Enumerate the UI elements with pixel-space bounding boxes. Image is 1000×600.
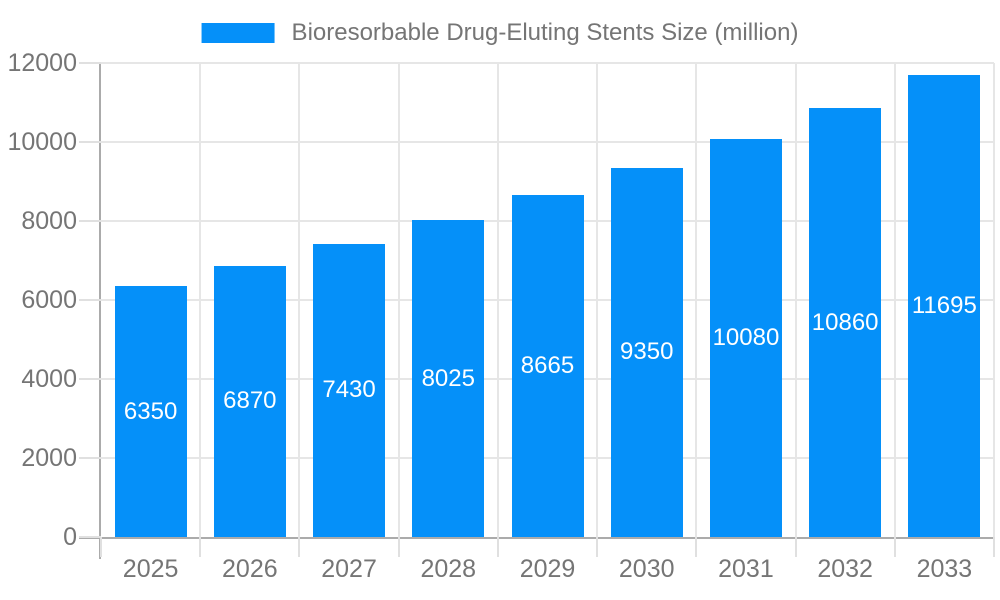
y-tick <box>79 62 101 64</box>
y-axis-label: 8000 <box>21 207 77 235</box>
x-tick <box>993 537 995 557</box>
y-axis-label: 2000 <box>21 444 77 472</box>
bar-value-label: 6870 <box>223 387 277 415</box>
y-axis-label: 10000 <box>7 128 77 156</box>
x-axis-line <box>79 537 994 539</box>
bar-2033[interactable]: 11695 <box>908 75 981 537</box>
x-axis-label: 2028 <box>420 555 477 583</box>
bar-value-label: 6350 <box>123 397 178 425</box>
x-axis-label: 2030 <box>618 555 675 583</box>
bar-2025[interactable]: 6350 <box>114 286 187 537</box>
bar-2026[interactable]: 6870 <box>213 265 286 537</box>
bar-2028[interactable]: 8025 <box>412 220 485 537</box>
y-axis-label: 4000 <box>21 365 77 393</box>
bar-2027[interactable]: 7430 <box>313 243 386 537</box>
y-tick <box>79 378 101 380</box>
x-tick <box>596 537 599 557</box>
bar-value-label: 10860 <box>811 308 879 336</box>
y-tick <box>79 536 101 538</box>
legend-swatch <box>201 23 275 43</box>
x-tick <box>496 537 499 557</box>
bar-value-label: 8025 <box>421 364 475 392</box>
y-tick <box>79 141 101 143</box>
bar-2030[interactable]: 9350 <box>610 167 683 537</box>
bar-value-label: 11695 <box>911 292 977 320</box>
bar-value-label: 8665 <box>520 351 575 379</box>
gridline-vertical <box>695 63 698 537</box>
bar-value-label: 7430 <box>322 376 376 404</box>
x-axis-label: 2026 <box>222 555 278 583</box>
gridline-vertical <box>496 63 499 537</box>
x-axis-label: 2029 <box>519 555 576 583</box>
gridline-horizontal <box>101 62 994 64</box>
y-axis-label: 6000 <box>21 286 77 314</box>
y-axis-line <box>99 63 101 559</box>
x-tick <box>100 537 102 557</box>
y-tick <box>79 299 101 301</box>
bar-value-label: 10080 <box>712 323 780 351</box>
y-tick <box>79 457 101 459</box>
gridline-vertical <box>893 63 896 537</box>
x-tick <box>199 537 202 557</box>
x-axis-label: 2033 <box>916 555 973 583</box>
y-axis-label: 0 <box>63 523 77 551</box>
y-axis-label: 12000 <box>7 49 77 77</box>
x-axis-label: 2031 <box>718 555 774 583</box>
bar-2032[interactable]: 10860 <box>809 108 882 537</box>
y-tick <box>79 220 101 222</box>
gridline-vertical <box>298 63 301 537</box>
bar-value-label: 9350 <box>620 338 674 366</box>
chart-legend[interactable]: Bioresorbable Drug-Eluting Stents Size (… <box>201 19 799 47</box>
x-axis-label: 2027 <box>321 555 377 583</box>
bar-2031[interactable]: 10080 <box>709 138 782 537</box>
gridline-vertical <box>199 63 202 537</box>
gridline-vertical <box>794 63 797 537</box>
gridline-vertical <box>993 63 995 537</box>
plot-area: 0 2000 4000 6000 8000 10000 12000 6350 2025 6870 2… <box>7 49 995 583</box>
x-tick <box>794 537 797 557</box>
gridline-vertical <box>397 63 400 537</box>
gridline-vertical <box>596 63 599 537</box>
x-tick <box>695 537 698 557</box>
x-tick <box>893 537 896 557</box>
x-tick <box>397 537 400 557</box>
x-axis-label: 2025 <box>122 555 179 583</box>
bar-2029[interactable]: 8665 <box>511 194 584 537</box>
x-axis-label: 2032 <box>817 555 873 583</box>
x-tick <box>298 537 301 557</box>
legend-label: Bioresorbable Drug-Eluting Stents Size (… <box>291 19 799 46</box>
